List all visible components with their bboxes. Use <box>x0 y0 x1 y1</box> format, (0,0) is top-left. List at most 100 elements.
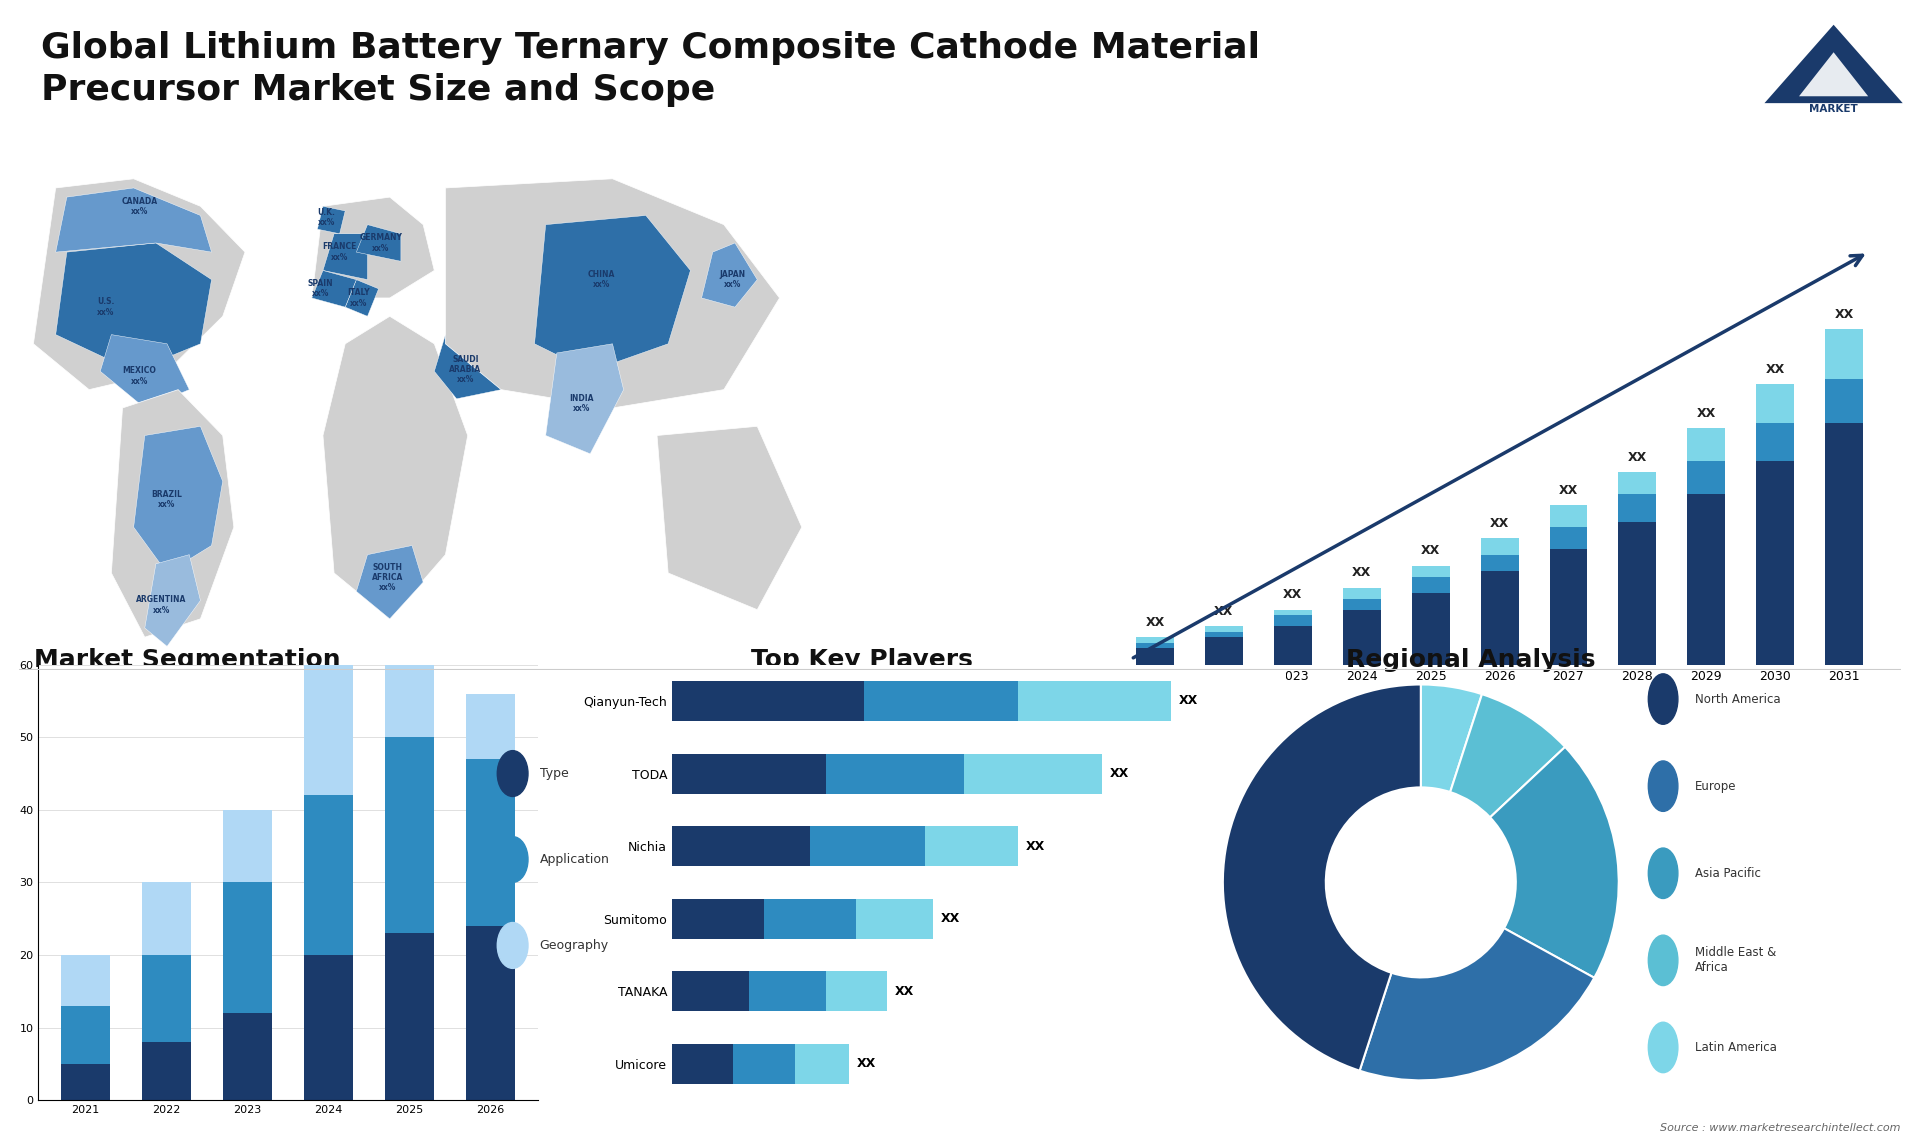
Polygon shape <box>317 206 346 234</box>
Text: Top Key Players: Top Key Players <box>751 647 973 672</box>
Bar <box>1826 423 1862 665</box>
Bar <box>672 1044 733 1084</box>
Bar <box>61 955 109 1006</box>
Circle shape <box>1647 674 1678 724</box>
Text: Middle East &
Africa: Middle East & Africa <box>1695 947 1776 974</box>
Wedge shape <box>1450 694 1565 817</box>
Bar <box>61 1063 109 1100</box>
Bar <box>467 693 515 759</box>
Bar <box>61 1006 109 1063</box>
Bar <box>1273 626 1311 665</box>
Polygon shape <box>134 426 223 573</box>
Polygon shape <box>657 426 803 610</box>
Text: XX: XX <box>1110 767 1129 780</box>
Circle shape <box>1647 935 1678 986</box>
Bar <box>1411 566 1450 576</box>
Bar <box>672 754 826 793</box>
Bar <box>1342 588 1380 598</box>
Bar <box>925 826 1018 866</box>
Bar <box>672 972 749 1011</box>
Bar <box>1137 649 1173 665</box>
Text: FRANCE
xx%: FRANCE xx% <box>323 243 357 261</box>
Bar <box>672 681 864 721</box>
Bar <box>1273 615 1311 626</box>
Bar <box>386 571 434 737</box>
Bar <box>964 754 1102 793</box>
Polygon shape <box>346 280 378 316</box>
Bar <box>1826 329 1862 378</box>
Bar <box>826 972 887 1011</box>
Bar <box>1206 626 1242 631</box>
Polygon shape <box>534 215 691 371</box>
Polygon shape <box>56 188 211 252</box>
Text: XX: XX <box>895 984 914 998</box>
Bar <box>467 926 515 1100</box>
Wedge shape <box>1421 684 1482 792</box>
Polygon shape <box>545 344 624 454</box>
Bar <box>672 826 810 866</box>
Text: XX: XX <box>1025 840 1044 853</box>
Text: Source : www.marketresearchintellect.com: Source : www.marketresearchintellect.com <box>1661 1123 1901 1132</box>
Polygon shape <box>144 555 200 646</box>
Bar <box>223 810 273 882</box>
Bar <box>856 898 933 939</box>
Polygon shape <box>1799 53 1868 96</box>
Bar <box>1619 494 1657 521</box>
Circle shape <box>1647 1022 1678 1073</box>
Text: GERMANY
xx%: GERMANY xx% <box>359 234 403 252</box>
Bar <box>1757 384 1793 423</box>
Text: XX: XX <box>1628 450 1647 464</box>
Bar <box>1018 681 1171 721</box>
Circle shape <box>497 923 528 968</box>
Bar <box>1757 461 1793 665</box>
Bar <box>223 1013 273 1100</box>
Text: Global Lithium Battery Ternary Composite Cathode Material
Precursor Market Size : Global Lithium Battery Ternary Composite… <box>42 31 1260 107</box>
Text: Europe: Europe <box>1695 779 1738 793</box>
Text: XX: XX <box>1559 484 1578 497</box>
Polygon shape <box>323 234 367 280</box>
Bar <box>1480 555 1519 571</box>
Circle shape <box>1647 848 1678 898</box>
Text: Asia Pacific: Asia Pacific <box>1695 866 1761 880</box>
Text: XX: XX <box>1421 544 1440 557</box>
Text: XX: XX <box>1213 605 1233 618</box>
Bar <box>1411 594 1450 665</box>
Bar <box>1688 461 1726 494</box>
Bar <box>1273 610 1311 615</box>
Text: MARKET
RESEARCH
INTELLECT: MARKET RESEARCH INTELLECT <box>1803 103 1864 139</box>
Bar <box>142 1042 190 1100</box>
Text: Application: Application <box>540 853 609 866</box>
Bar <box>795 1044 849 1084</box>
Text: Latin America: Latin America <box>1695 1041 1778 1054</box>
Text: BRAZIL
xx%: BRAZIL xx% <box>152 490 182 509</box>
Text: ARGENTINA
xx%: ARGENTINA xx% <box>136 596 186 614</box>
Circle shape <box>497 837 528 882</box>
Wedge shape <box>1223 684 1421 1070</box>
Text: MEXICO
xx%: MEXICO xx% <box>123 367 156 385</box>
Bar <box>810 826 925 866</box>
Bar <box>1342 610 1380 665</box>
Polygon shape <box>434 335 501 399</box>
Circle shape <box>497 751 528 796</box>
Text: INDIA
xx%: INDIA xx% <box>568 394 593 413</box>
Polygon shape <box>33 179 246 390</box>
Text: XX: XX <box>1283 588 1302 602</box>
Polygon shape <box>311 270 357 307</box>
Polygon shape <box>1764 25 1903 103</box>
Text: JAPAN
xx%: JAPAN xx% <box>720 270 745 289</box>
Bar <box>303 955 353 1100</box>
Bar <box>1480 539 1519 555</box>
Bar <box>749 972 826 1011</box>
Bar <box>864 681 1018 721</box>
Wedge shape <box>1359 928 1594 1081</box>
Text: XX: XX <box>856 1058 876 1070</box>
Bar <box>1549 527 1588 549</box>
Bar <box>1757 423 1793 461</box>
Text: XX: XX <box>1766 363 1786 376</box>
Bar <box>1826 378 1862 423</box>
Bar <box>1137 637 1173 643</box>
Text: XX: XX <box>1146 615 1165 629</box>
Bar <box>1549 505 1588 527</box>
Polygon shape <box>323 316 468 619</box>
Text: XX: XX <box>1834 308 1855 321</box>
